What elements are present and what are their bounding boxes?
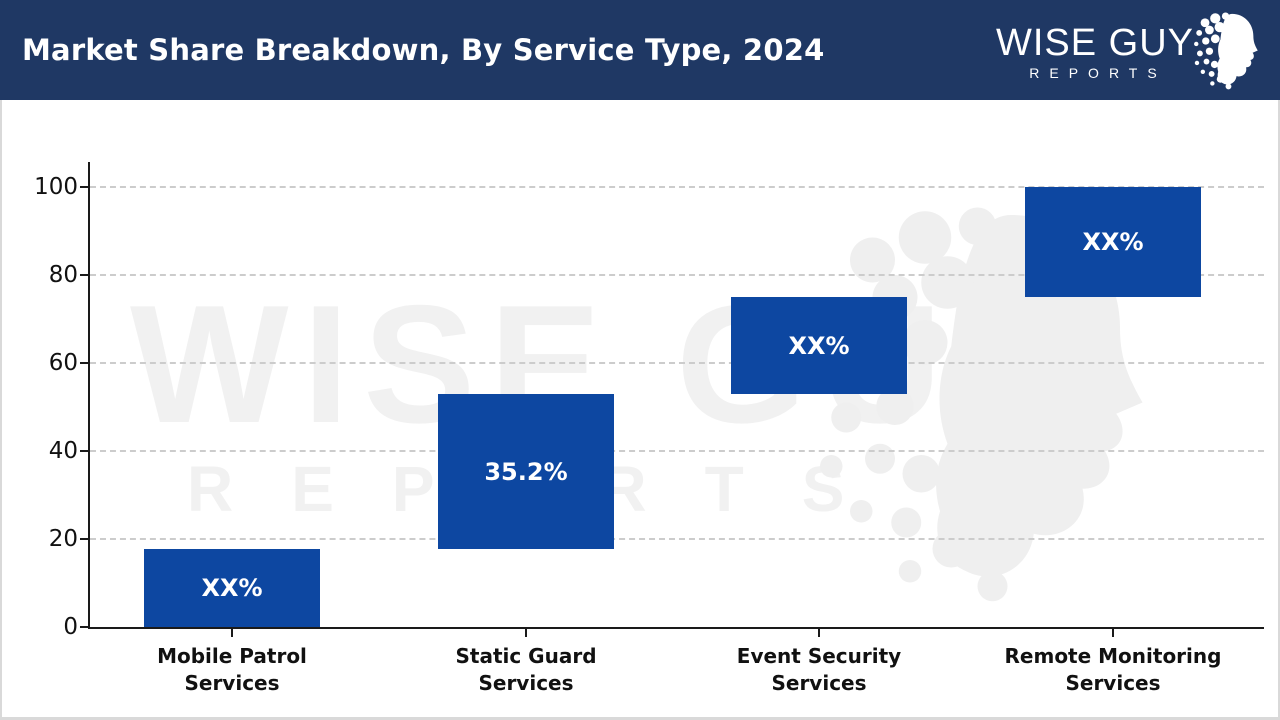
bar: XX% xyxy=(1025,187,1201,298)
x-category-label: Event Security Services xyxy=(679,643,959,697)
gridline xyxy=(90,362,1264,364)
logo-text: WISE GUY REPORTS xyxy=(996,23,1194,81)
x-tick-mark xyxy=(818,629,820,637)
x-category-label: Remote Monitoring Services xyxy=(973,643,1253,697)
wiseguy-logo: WISE GUY REPORTS xyxy=(996,10,1264,94)
x-tick-mark xyxy=(1112,629,1114,637)
page-title: Market Share Breakdown, By Service Type,… xyxy=(22,33,825,67)
y-tick-mark xyxy=(80,450,90,452)
bar-value-label: 35.2% xyxy=(484,457,568,486)
logo-face-icon xyxy=(1190,11,1264,93)
y-tick-label: 0 xyxy=(63,614,78,640)
x-axis-line xyxy=(88,627,1264,629)
gridline xyxy=(90,274,1264,276)
y-tick-label: 80 xyxy=(48,262,78,288)
header-bar: Market Share Breakdown, By Service Type,… xyxy=(0,0,1280,100)
x-category-label-line: Services xyxy=(184,671,280,695)
x-tick-mark xyxy=(231,629,233,637)
logo-subtitle: REPORTS xyxy=(1029,65,1167,81)
x-category-label-line: Static Guard xyxy=(455,644,597,668)
x-category-label-line: Services xyxy=(478,671,574,695)
x-category-label: Static Guard Services xyxy=(386,643,666,697)
bar-value-label: XX% xyxy=(201,574,263,603)
gridline xyxy=(90,186,1264,188)
y-tick-label: 20 xyxy=(48,526,78,552)
bar: XX% xyxy=(144,549,320,627)
gridline xyxy=(90,538,1264,540)
bar-value-label: XX% xyxy=(1082,228,1144,257)
x-category-label-line: Mobile Patrol xyxy=(157,644,307,668)
y-tick-label: 60 xyxy=(48,350,78,376)
logo-wordmark: WISE GUY xyxy=(995,22,1194,64)
x-category-label-line: Remote Monitoring xyxy=(1004,644,1222,668)
y-axis-line xyxy=(88,162,90,627)
y-tick-mark xyxy=(80,362,90,364)
x-tick-mark xyxy=(525,629,527,637)
y-tick-mark xyxy=(80,186,90,188)
x-category-label-line: Services xyxy=(771,671,867,695)
y-tick-label: 100 xyxy=(34,174,78,200)
gridline xyxy=(90,450,1264,452)
x-category-label-line: Event Security xyxy=(736,644,902,668)
bar: XX% xyxy=(731,297,907,395)
x-category-label: Mobile Patrol Services xyxy=(92,643,372,697)
y-tick-mark xyxy=(80,538,90,540)
y-tick-mark xyxy=(80,626,90,628)
waterfall-chart: 0 20 40 60 80 100 XX% Mobile Patrol Services 35.2… xyxy=(2,100,1278,717)
bar: 35.2% xyxy=(438,394,614,550)
y-tick-mark xyxy=(80,274,90,276)
x-category-label-line: Services xyxy=(1065,671,1161,695)
y-tick-label: 40 xyxy=(48,438,78,464)
bar-value-label: XX% xyxy=(788,331,850,360)
